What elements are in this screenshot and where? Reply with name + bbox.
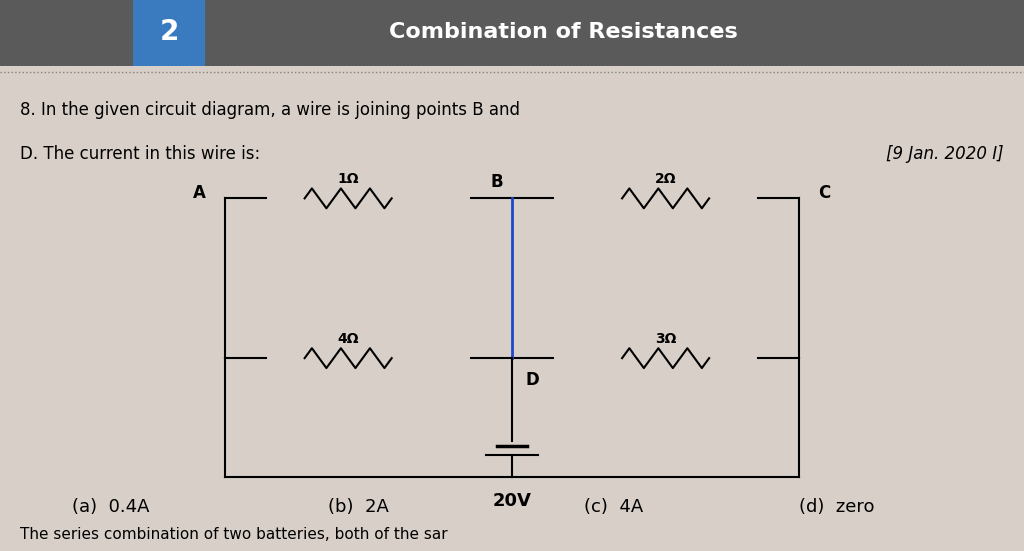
Text: [9 Jan. 2020 I]: [9 Jan. 2020 I] xyxy=(886,145,1004,163)
Text: 1Ω: 1Ω xyxy=(338,172,358,186)
Text: C: C xyxy=(818,184,830,202)
Text: (d)  zero: (d) zero xyxy=(799,498,874,516)
Text: D. The current in this wire is:: D. The current in this wire is: xyxy=(20,145,261,163)
Text: Combination of Resistances: Combination of Resistances xyxy=(389,22,737,42)
Text: B: B xyxy=(490,173,503,191)
Text: A: A xyxy=(194,184,206,202)
Text: 20V: 20V xyxy=(493,493,531,510)
Text: 2Ω: 2Ω xyxy=(655,172,676,186)
Text: D: D xyxy=(525,371,540,389)
Text: 2: 2 xyxy=(160,18,178,46)
Text: (a)  0.4A: (a) 0.4A xyxy=(72,498,150,516)
Text: (b)  2A: (b) 2A xyxy=(328,498,388,516)
Text: 3Ω: 3Ω xyxy=(655,332,676,346)
FancyBboxPatch shape xyxy=(133,0,205,66)
Text: (c)  4A: (c) 4A xyxy=(584,498,643,516)
Text: 4Ω: 4Ω xyxy=(338,332,358,346)
Text: 8. In the given circuit diagram, a wire is joining points B and: 8. In the given circuit diagram, a wire … xyxy=(20,101,520,119)
FancyBboxPatch shape xyxy=(0,0,1024,66)
Text: The series combination of two batteries, both of the sar: The series combination of two batteries,… xyxy=(20,527,449,542)
